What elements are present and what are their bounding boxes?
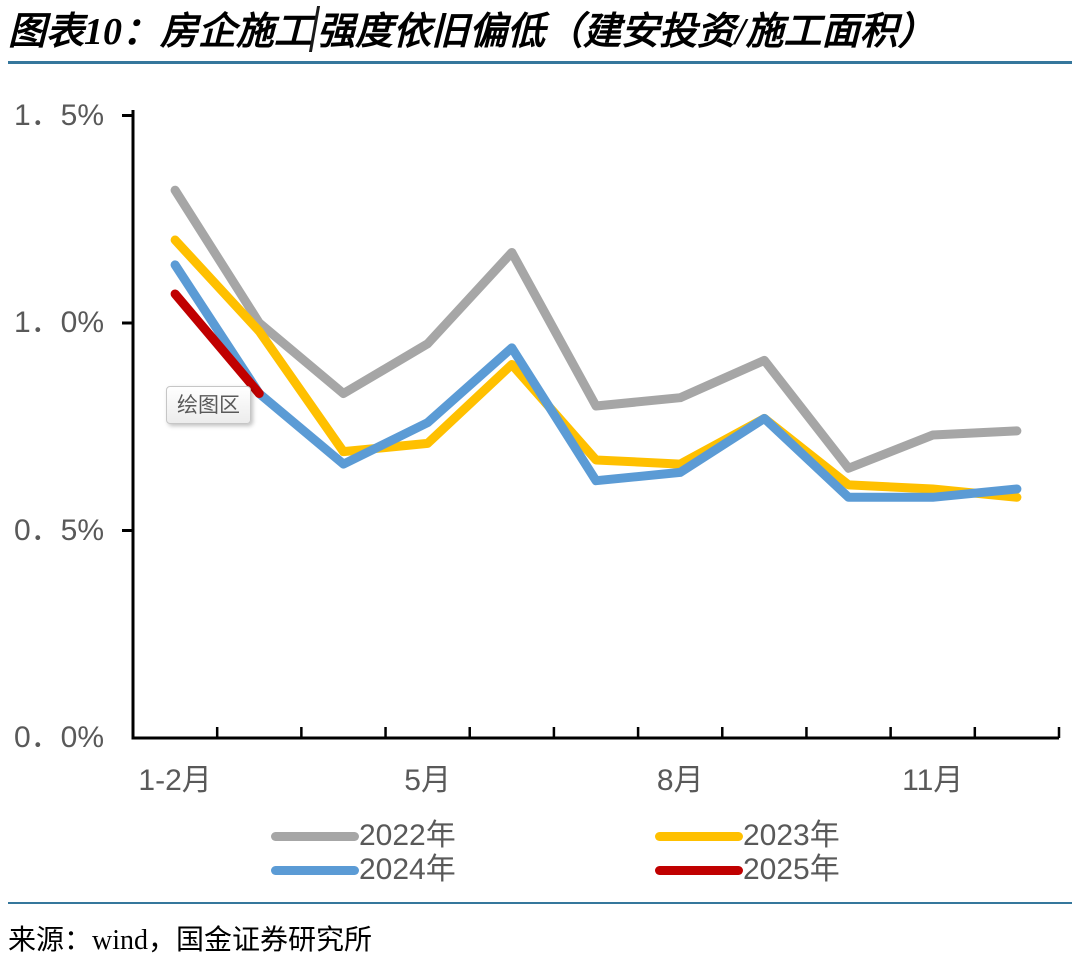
source-note: 来源：wind，国金证券研究所 xyxy=(8,925,373,956)
y-tick-label-1_5: 1．5% xyxy=(13,98,104,132)
legend-label-2023: 2023年 xyxy=(743,819,840,852)
legend-label-2025: 2025年 xyxy=(743,853,840,886)
legend-item-2024[interactable]: 2024年 xyxy=(271,855,456,885)
legend-label-2022: 2022年 xyxy=(359,819,456,852)
legend-swatch-2023 xyxy=(655,831,743,841)
x-tick-label-jan-feb: 1-2月 xyxy=(138,764,212,797)
y-tick-label-1_0: 1．0% xyxy=(13,306,104,339)
title-divider xyxy=(8,61,1072,64)
source-divider xyxy=(8,902,1072,904)
plot-area-tooltip: 绘图区 xyxy=(166,386,251,424)
y-tick-label-0_5: 0．5% xyxy=(13,513,104,547)
figure-title: 图表10：房企施工 强度依旧偏低（建安投资/施工面积） xyxy=(8,6,1072,58)
y-tick-label-0_0: 0．0% xyxy=(13,721,104,754)
figure-title-part2: 强度依旧偏低（建安投资/施工面积） xyxy=(317,11,936,53)
legend-item-2025[interactable]: 2025年 xyxy=(655,855,840,885)
figure-title-part1: 图表10：房企施工 xyxy=(8,11,313,53)
legend-label-2024: 2024年 xyxy=(359,853,456,886)
x-tick-label-nov: 11月 xyxy=(902,764,964,797)
legend-swatch-2025 xyxy=(655,865,743,875)
legend-item-2023[interactable]: 2023年 xyxy=(655,821,840,851)
x-tick-label-aug: 8月 xyxy=(656,764,704,797)
legend-item-2022[interactable]: 2022年 xyxy=(271,821,456,851)
legend-swatch-2022 xyxy=(271,831,359,841)
legend-swatch-2024 xyxy=(271,865,359,875)
x-tick-label-may: 5月 xyxy=(404,764,451,797)
